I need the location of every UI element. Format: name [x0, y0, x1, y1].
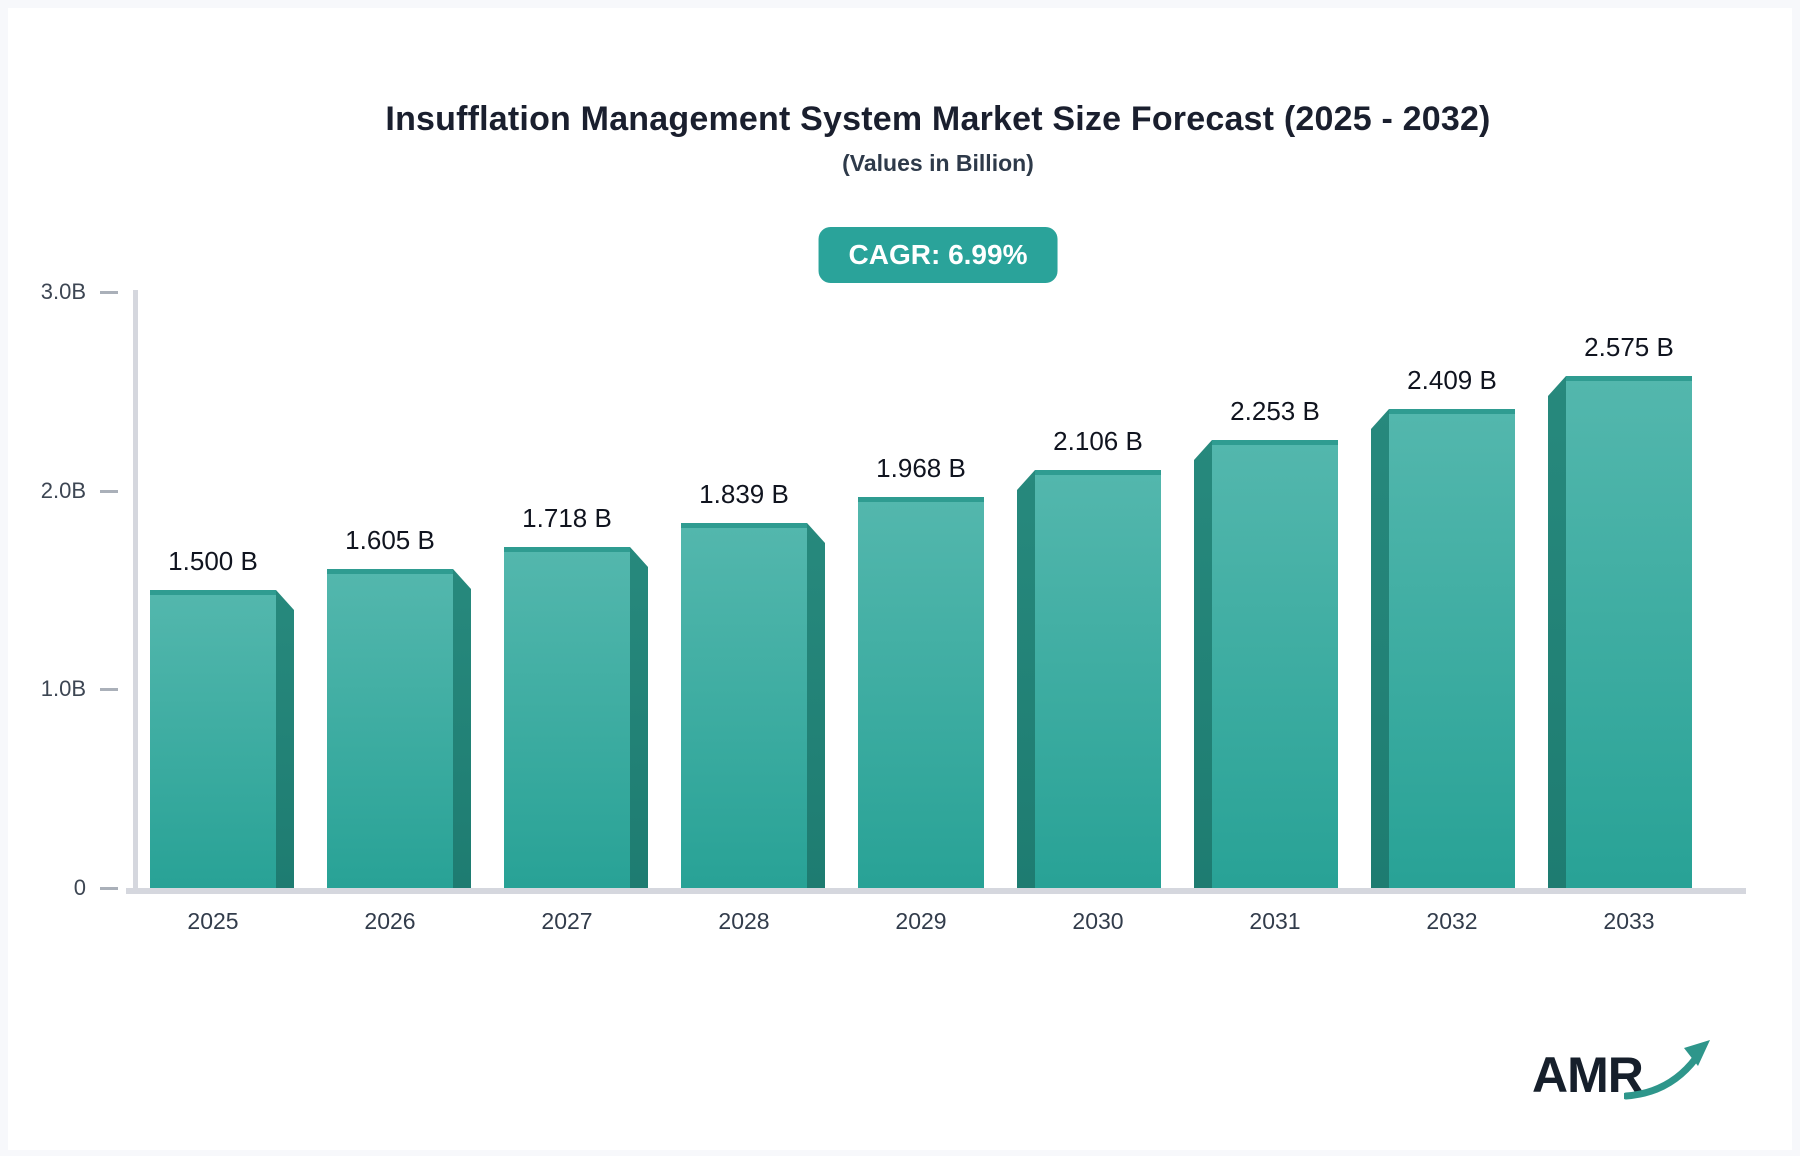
x-axis-line: [126, 888, 1746, 894]
x-axis-label: 2026: [364, 908, 416, 934]
bar-side-left: [1194, 440, 1212, 888]
x-axis-label: 2025: [187, 908, 239, 934]
chart-subtitle: (Values in Billion): [842, 150, 1034, 176]
bar-side-right: [453, 569, 471, 888]
x-axis-label: 2033: [1603, 908, 1655, 934]
y-tick-mark: [100, 688, 118, 692]
x-axis-label: 2031: [1249, 908, 1301, 934]
x-axis-label: 2028: [718, 908, 770, 934]
x-axis-label: 2032: [1426, 908, 1478, 934]
page-title: Insufflation Management System Market Si…: [385, 100, 1491, 138]
growth-arrow-icon: [1624, 1040, 1710, 1100]
bar-2025: [150, 590, 276, 888]
bar-2032: [1389, 409, 1515, 888]
bar-2028: [681, 523, 807, 888]
bar-2033: [1566, 376, 1692, 888]
x-axis-label: 2027: [541, 908, 593, 934]
bar-value-label: 1.718 B: [522, 503, 612, 533]
y-axis-line: [133, 290, 138, 892]
bar-value-label: 1.839 B: [699, 479, 789, 509]
bar-side-left: [1017, 470, 1035, 888]
bar-2030: [1035, 470, 1161, 888]
bar-value-label: 2.409 B: [1407, 365, 1497, 395]
y-tick-label: 1.0B: [40, 676, 86, 702]
bar-value-label: 1.968 B: [876, 453, 966, 483]
y-tick-label: 3.0B: [40, 279, 86, 304]
bar-2027: [504, 547, 630, 888]
bar-value-label: 1.605 B: [345, 525, 435, 555]
y-tick-mark: [100, 489, 118, 493]
bar-2031: [1212, 440, 1338, 888]
bar-side-right: [276, 590, 294, 888]
y-tick-mark: [100, 291, 118, 294]
bar-side-left: [1548, 376, 1566, 888]
bar-value-label: 2.575 B: [1584, 332, 1674, 362]
bar-side-right: [630, 547, 648, 888]
bar-value-label: 2.253 B: [1230, 396, 1320, 426]
y-tick-label: 0: [73, 875, 86, 900]
amr-logo: AMR: [1532, 1038, 1732, 1118]
bar-2026: [327, 569, 453, 888]
bar-side-right: [807, 523, 825, 888]
bar-value-label: 2.106 B: [1053, 426, 1143, 456]
y-tick-label: 2.0B: [40, 477, 86, 503]
x-axis-label: 2029: [895, 908, 947, 934]
bar-2029: [858, 497, 984, 888]
y-tick-mark: [100, 887, 118, 890]
bar-value-label: 1.500 B: [168, 546, 258, 576]
x-axis-label: 2030: [1072, 908, 1124, 934]
bar-side-left: [1371, 409, 1389, 888]
cagr-badge: CAGR: 6.99%: [818, 227, 1058, 283]
chart-card: Insufflation Management System Market Si…: [8, 8, 1792, 1150]
